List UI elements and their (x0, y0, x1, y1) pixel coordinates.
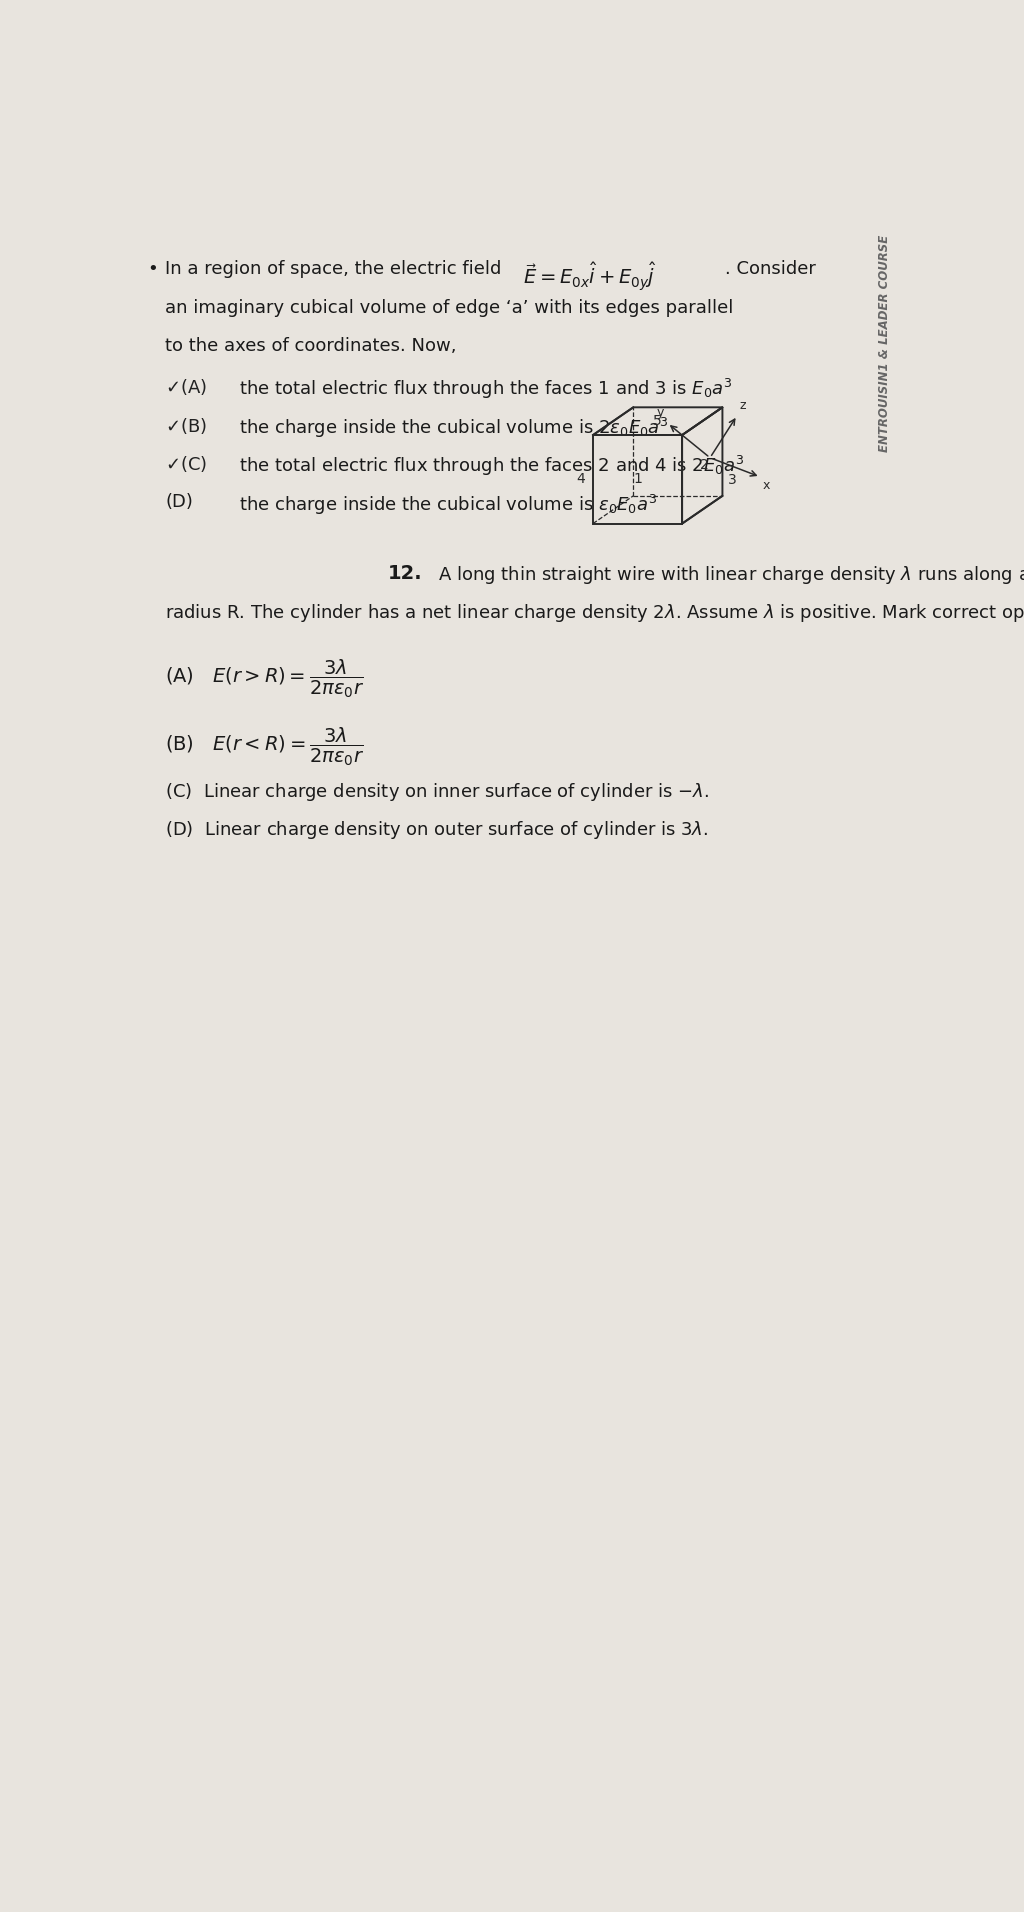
Text: (C)  Linear charge density on inner surface of cylinder is $-\lambda$.: (C) Linear charge density on inner surfa… (165, 780, 710, 803)
Text: $\checkmark$(C): $\checkmark$(C) (165, 455, 207, 474)
Text: the total electric flux through the faces 1 and 3 is $E_{0}a^3$: the total electric flux through the face… (239, 377, 732, 402)
Text: (D)  Linear charge density on outer surface of cylinder is $3\lambda$.: (D) Linear charge density on outer surfa… (165, 818, 709, 841)
Text: y: y (656, 405, 664, 419)
Text: •: • (147, 260, 158, 279)
Text: 1: 1 (633, 472, 642, 486)
Text: $\checkmark$(A): $\checkmark$(A) (165, 377, 207, 398)
Text: 12.: 12. (388, 564, 422, 583)
Text: an imaginary cubical volume of edge ‘a’ with its edges parallel: an imaginary cubical volume of edge ‘a’ … (165, 298, 733, 317)
Text: (B)   $E(r < R) = \dfrac{3\lambda}{2\pi\varepsilon_0 r}$: (B) $E(r < R) = \dfrac{3\lambda}{2\pi\va… (165, 725, 365, 769)
Text: z: z (739, 398, 745, 411)
Text: the charge inside the cubical volume is $\varepsilon_0 E_0 a^3$: the charge inside the cubical volume is … (239, 493, 657, 516)
Text: the total electric flux through the faces 2 and 4 is $2E_0 a^3$: the total electric flux through the face… (239, 455, 743, 478)
Text: ENTROUISIN1 & LEADER COURSE: ENTROUISIN1 & LEADER COURSE (879, 235, 891, 451)
Text: In a region of space, the electric field: In a region of space, the electric field (165, 260, 513, 279)
Text: 4: 4 (577, 472, 586, 486)
Text: 5: 5 (653, 415, 663, 428)
Text: 2: 2 (700, 459, 709, 472)
Text: A long thin straight wire with linear charge density $\lambda$ runs along axis o: A long thin straight wire with linear ch… (438, 564, 1024, 585)
Text: $\vec{E} = E_{0x}\hat{i} + E_{0y}\hat{j}$: $\vec{E} = E_{0x}\hat{i} + E_{0y}\hat{j}… (523, 260, 656, 293)
Text: 3: 3 (728, 472, 736, 488)
Text: . Consider: . Consider (725, 260, 816, 279)
Text: x: x (763, 478, 770, 491)
Text: $\checkmark$(B): $\checkmark$(B) (165, 415, 207, 436)
Text: the charge inside the cubical volume is $2\varepsilon_0 E_0 a^3$: the charge inside the cubical volume is … (239, 415, 669, 440)
Text: (A)   $E(r > R) = \dfrac{3\lambda}{2\pi\varepsilon_0 r}$: (A) $E(r > R) = \dfrac{3\lambda}{2\pi\va… (165, 658, 365, 700)
Text: to the axes of coordinates. Now,: to the axes of coordinates. Now, (165, 337, 457, 356)
Text: radius R. The cylinder has a net linear charge density $2\lambda$. Assume $\lamb: radius R. The cylinder has a net linear … (165, 602, 1024, 623)
Text: (D): (D) (165, 493, 194, 511)
